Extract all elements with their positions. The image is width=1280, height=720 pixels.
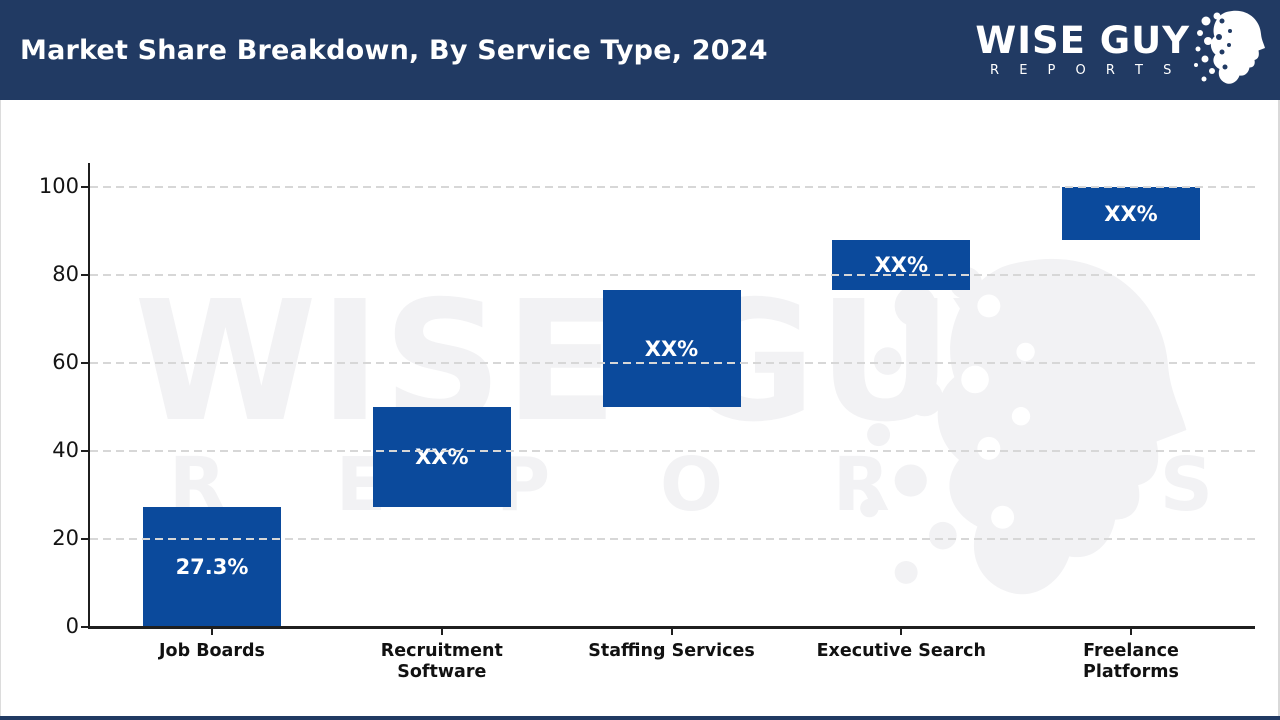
- x-category-label: Staffing Services: [588, 641, 755, 661]
- y-tick-label: 0: [65, 614, 79, 638]
- gridline-y80: [90, 274, 1257, 277]
- y-tick-mark: [81, 274, 88, 277]
- y-tick-mark: [81, 538, 88, 541]
- y-axis-line: [88, 163, 90, 629]
- logo-name: WISE GUY: [975, 19, 1190, 62]
- bar-segment-job-boards: 27.3%: [143, 506, 281, 627]
- x-tick-mark: [1130, 628, 1132, 635]
- x-category-label: Executive Search: [816, 641, 986, 661]
- logo-subtitle: R E P O R T S: [990, 63, 1180, 78]
- logo-text: WISE GUY R E P O R T S: [975, 22, 1190, 78]
- x-axis-line: [88, 626, 1255, 629]
- gridline-y40: [90, 450, 1257, 453]
- x-category-label: Freelance Platforms: [1083, 641, 1179, 682]
- x-tick-mark: [440, 628, 443, 635]
- x-tick-mark: [211, 628, 213, 635]
- y-tick-label: 40: [52, 438, 79, 463]
- gridline-y100: [90, 186, 1257, 189]
- page-title: Market Share Breakdown, By Service Type,…: [20, 34, 768, 66]
- bar-value-label: XX%: [415, 445, 469, 470]
- y-tick-mark: [81, 626, 88, 628]
- header-bar: Market Share Breakdown, By Service Type,…: [0, 0, 1280, 100]
- y-tick-label: 80: [52, 262, 79, 287]
- y-tick-label: 60: [52, 350, 79, 375]
- bar-segment-recruitment-software: XX%: [372, 407, 511, 507]
- wiseguy-head-icon: [1192, 7, 1266, 93]
- gridline-y60: [90, 362, 1257, 365]
- bar-segment-executive-search: XX%: [832, 240, 971, 291]
- y-tick-mark: [81, 362, 88, 365]
- x-category-label: Recruitment Software: [380, 641, 503, 682]
- wiseguy-logo: WISE GUY R E P O R T S: [975, 7, 1280, 93]
- y-tick-mark: [81, 186, 88, 189]
- bar-value-label: XX%: [874, 253, 929, 278]
- bar-value-label: XX%: [1104, 201, 1158, 226]
- bar-segment-staffing-services: XX%: [602, 290, 741, 408]
- x-category-label: Job Boards: [159, 641, 265, 661]
- bar-segment-freelance-platforms: XX%: [1062, 187, 1200, 241]
- y-tick-label: 20: [52, 526, 79, 551]
- bar-value-label: 27.3%: [175, 554, 249, 579]
- y-tick-label: 100: [38, 174, 79, 199]
- x-tick-mark: [670, 628, 673, 635]
- bar-value-label: XX%: [644, 336, 699, 361]
- gridline-y20: [90, 538, 1257, 541]
- footer-accent-bar: [0, 716, 1280, 720]
- x-tick-mark: [900, 628, 903, 635]
- y-tick-mark: [81, 450, 88, 453]
- watermark-head-icon: [851, 220, 1191, 644]
